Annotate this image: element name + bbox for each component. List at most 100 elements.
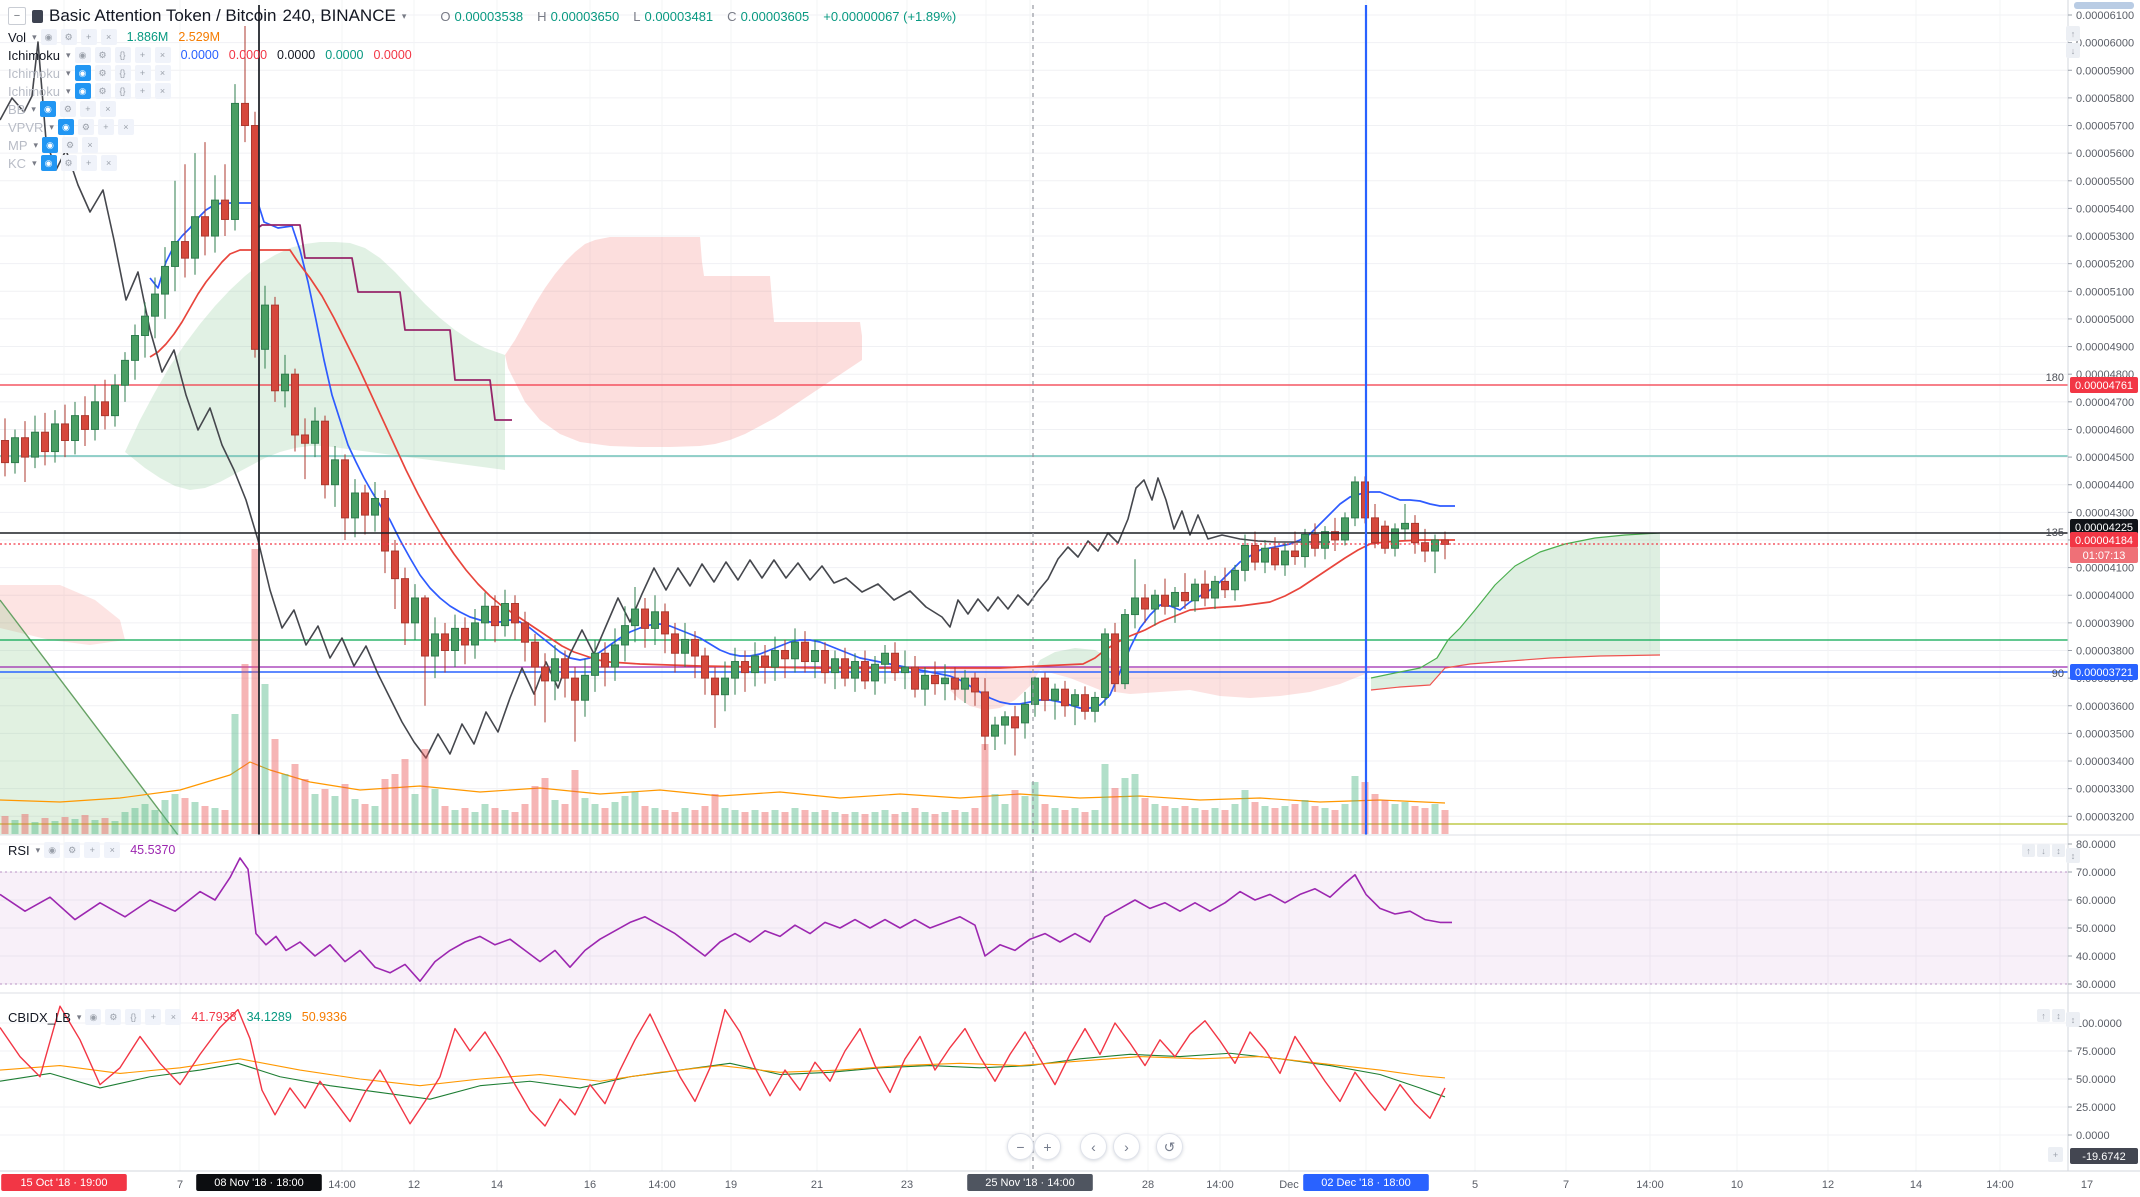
cloud-pink-left [0,585,125,645]
gear-icon[interactable]: ⚙ [60,155,77,171]
svg-text:0.00005900: 0.00005900 [2076,65,2134,77]
line-degree-label: 135 [2046,527,2064,539]
price-axis[interactable]: 0.00006100 0.00006000 0.00005900 0.00005800… [2076,10,2134,1142]
chevron-down-icon: ▾ [66,85,71,96]
eye-icon[interactable]: ◉ [74,65,91,81]
pane-maximize-icon[interactable]: ↕ [2052,844,2065,857]
indicator-label[interactable]: Ichimoku [8,65,61,81]
pane-maximize-icon[interactable]: ↕ [2052,1009,2065,1022]
braces-icon[interactable]: {} [114,47,131,63]
indicator-label[interactable]: Ichimoku [8,47,61,63]
braces-icon[interactable]: {} [114,65,131,81]
indicator-value: 0.0000 [277,48,316,62]
scale-down-icon[interactable]: ↓ [2066,43,2080,58]
close-icon[interactable]: × [154,65,171,81]
eye-icon[interactable]: ◉ [57,119,74,135]
indicator-value: 1.886M [126,30,169,44]
plus-icon[interactable]: + [80,155,97,171]
svg-text:0.00005300: 0.00005300 [2076,231,2134,243]
eye-icon[interactable]: ◉ [40,29,57,45]
chart-style-icon[interactable] [32,9,43,23]
gear-icon[interactable]: ⚙ [64,842,81,858]
plus-icon[interactable]: + [80,29,97,45]
high-label: H [537,8,547,24]
eye-icon[interactable]: ◉ [74,83,91,99]
indicator-label[interactable]: KC [8,155,27,171]
pane-up-icon[interactable]: ↑ [2037,1009,2050,1022]
plus-icon[interactable]: + [79,101,96,117]
braces-icon[interactable]: {} [125,1009,142,1025]
close-icon[interactable]: × [165,1009,182,1025]
braces-icon[interactable]: {} [114,83,131,99]
symbol-title[interactable]: Basic Attention Token / Bitcoin [49,6,277,25]
eye-icon[interactable]: ◉ [42,137,59,153]
symbol-interval[interactable]: 240, BINANCE [282,6,396,25]
gear-icon[interactable]: ⚙ [62,137,79,153]
plus-icon[interactable]: + [134,65,151,81]
eye-icon[interactable]: ◉ [40,155,57,171]
indicator-row-bb: BB ▾ ◉ ⚙ + × [8,100,956,118]
gear-icon[interactable]: ⚙ [94,65,111,81]
zoom-in-button[interactable]: + [1034,1133,1061,1160]
time-badge [196,1174,322,1191]
indicator-label[interactable]: Vol [8,29,27,45]
indicator-value: 45.5370 [130,843,176,857]
pane-up-icon[interactable]: ↑ [2022,844,2035,857]
scroll-right-button[interactable]: › [1113,1133,1140,1160]
time-tick-label: 28 [1142,1179,1154,1191]
eye-icon[interactable]: ◉ [74,47,91,63]
gear-icon[interactable]: ⚙ [105,1009,122,1025]
indicator-label[interactable]: VPVR [8,119,44,135]
eye-icon[interactable]: ◉ [85,1009,102,1025]
plus-icon[interactable]: + [97,119,114,135]
close-icon[interactable]: × [154,47,171,63]
plus-icon[interactable]: + [84,842,101,858]
zoom-out-button[interactable]: − [1007,1133,1034,1160]
collapse-legend-icon[interactable]: − [8,7,26,25]
cbidx-legend: CBIDX_LB ▾ ◉ ⚙{} + × 41.7938 34.1289 50.9336 [8,1008,347,1026]
time-tick-label: 21 [811,1179,823,1191]
close-icon[interactable]: × [99,101,116,117]
svg-text:0.00004100: 0.00004100 [2076,563,2134,575]
price-badge [2070,377,2138,393]
close-icon[interactable]: × [104,842,121,858]
indicator-label[interactable]: MP [8,137,28,153]
scale-reset-icon[interactable]: ↕ [2066,1012,2080,1027]
trendline[interactable] [0,599,179,836]
indicator-label[interactable]: Ichimoku [8,83,61,99]
eye-icon[interactable]: ◉ [39,101,56,117]
reset-chart-button[interactable]: ↺ [1156,1133,1183,1160]
chevron-down-icon: ▾ [76,1011,82,1022]
close-icon[interactable]: × [117,119,134,135]
gear-icon[interactable]: ⚙ [60,29,77,45]
plus-icon[interactable]: + [134,47,151,63]
time-badge [967,1174,1093,1191]
scale-up-icon[interactable]: ↑ [2066,26,2080,41]
svg-text:50.0000: 50.0000 [2076,923,2116,935]
close-icon[interactable]: × [154,83,171,99]
close-icon[interactable]: × [100,155,117,171]
scroll-left-button[interactable]: ‹ [1080,1133,1107,1160]
plus-icon[interactable]: + [134,83,151,99]
indicator-label[interactable]: BB [8,101,26,117]
scale-reset-icon[interactable]: ↕ [2066,848,2080,863]
indicator-label[interactable]: RSI [8,842,30,858]
senkou-maroon [251,224,512,421]
gear-icon[interactable]: ⚙ [94,83,111,99]
indicator-label[interactable]: CBIDX_LB [8,1009,71,1025]
close-icon[interactable]: × [100,29,117,45]
pane-down-icon[interactable]: ↓ [2037,844,2050,857]
eye-icon[interactable]: ◉ [44,842,61,858]
gear-icon[interactable]: ⚙ [94,47,111,63]
gear-icon[interactable]: ⚙ [59,101,76,117]
plus-icon[interactable]: + [145,1009,162,1025]
time-badge-text: 08 Nov '18 · 18:00 [214,1177,304,1189]
chevron-down-icon: ▾ [66,49,71,60]
time-badge [1303,1174,1429,1191]
close-icon[interactable]: × [82,137,99,153]
add-alert-plus-icon[interactable]: + [2048,1147,2063,1162]
indicator-row-rsi: RSI ▾ ◉ ⚙ + × 45.5370 [8,841,175,859]
gear-icon[interactable]: ⚙ [77,119,94,135]
